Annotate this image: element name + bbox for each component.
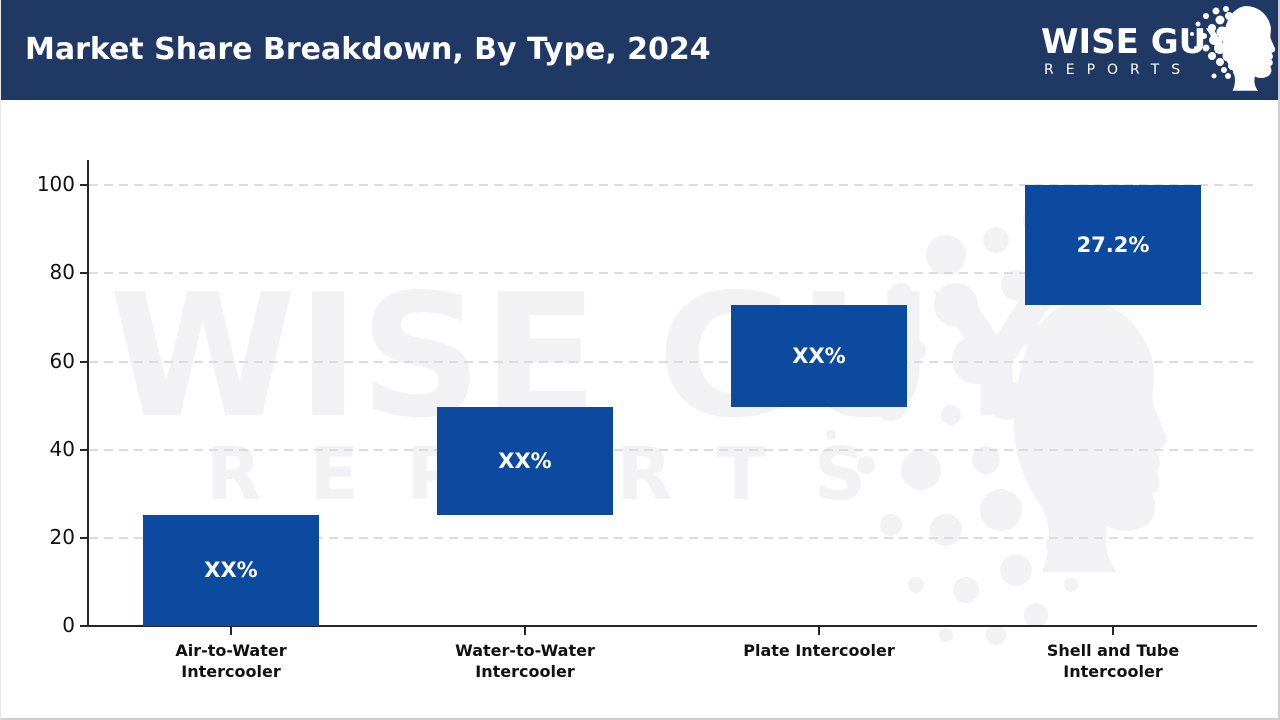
- y-tick-label: 0: [62, 613, 75, 637]
- y-tick-mark: [80, 184, 87, 187]
- bar-value-label: 27.2%: [1076, 233, 1150, 258]
- x-category-label: Water-to-Water Intercooler: [455, 641, 595, 681]
- x-tick-mark: [230, 627, 232, 635]
- logo-wiseguy-text: WISE GUY: [1041, 22, 1231, 62]
- gridline-80: [89, 272, 1255, 275]
- y-tick-mark: [80, 536, 87, 539]
- x-category-label: Plate Intercooler: [743, 641, 895, 660]
- y-tick-label: 100: [36, 172, 75, 197]
- header-bar: Market Share Breakdown, By Type, 2024 WI…: [1, 0, 1278, 100]
- gridline-40: [89, 448, 1255, 451]
- y-tick-label: 60: [49, 348, 75, 373]
- x-tick-mark: [818, 627, 820, 635]
- y-tick-label: 40: [49, 436, 75, 461]
- bar-value-label: XX%: [792, 343, 846, 368]
- bar-value-label: XX%: [204, 558, 258, 583]
- x-tick-mark: [524, 627, 526, 635]
- y-tick-mark: [80, 448, 87, 451]
- y-tick-label: 80: [49, 260, 75, 285]
- x-category-label: Shell and Tube Intercooler: [1046, 641, 1180, 681]
- y-axis-spine: [87, 160, 89, 627]
- y-tick-mark: [80, 272, 87, 275]
- x-category-label: Air-to-Water Intercooler: [175, 641, 287, 681]
- x-axis-spine: [87, 625, 1257, 627]
- y-tick-label: 20: [49, 524, 75, 549]
- chart-title: Market Share Breakdown, By Type, 2024: [25, 32, 711, 67]
- wiseguy-logo: WISE GUY REPORTS: [1041, 0, 1277, 100]
- logo-head-icon: [1190, 6, 1276, 91]
- y-tick-mark: [80, 625, 87, 627]
- bar-segment-2: XX%: [731, 305, 907, 407]
- gridline-20: [89, 536, 1255, 539]
- y-tick-mark: [80, 360, 87, 363]
- bar-segment-3: 27.2%: [1025, 185, 1201, 306]
- logo-reports-text: REPORTS: [1044, 62, 1193, 78]
- bar-value-label: XX%: [498, 448, 552, 473]
- gridline-100: [89, 184, 1255, 187]
- gridline-60: [89, 360, 1255, 363]
- bar-segment-1: XX%: [437, 406, 613, 515]
- x-tick-mark: [1112, 627, 1114, 635]
- bar-segment-0: XX%: [143, 514, 319, 626]
